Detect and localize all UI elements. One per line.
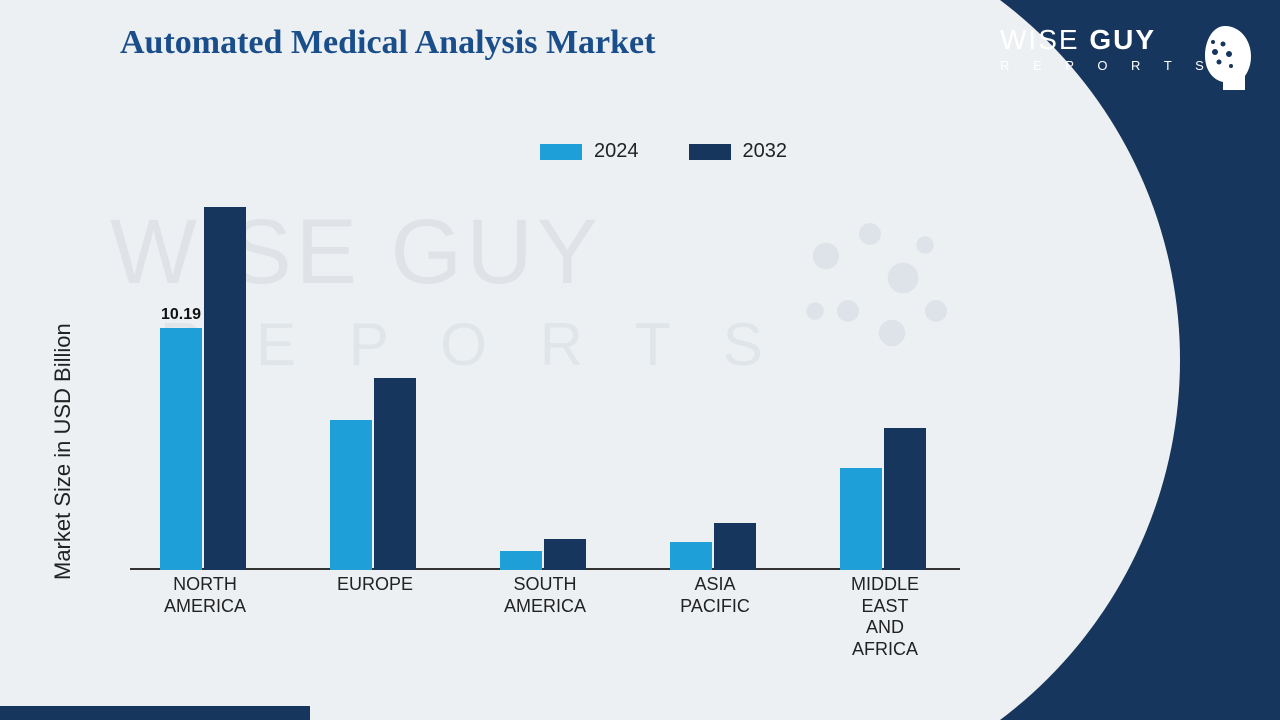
bar-2024 (330, 420, 372, 570)
bar-2024: 10.19 (160, 328, 202, 570)
chart-title: Automated Medical Analysis Market (120, 24, 655, 62)
bar-group (330, 378, 416, 570)
x-axis-label: SOUTHAMERICA (470, 574, 620, 617)
bar-2032 (544, 539, 586, 570)
legend-label-2024: 2024 (594, 140, 639, 163)
chart-container: Market Size in USD Billion 2024 2032 10.… (60, 140, 980, 690)
bar-2024 (840, 468, 882, 570)
bar-group: 10.19 (160, 207, 246, 570)
bar-group (670, 523, 756, 571)
bar-2032 (884, 428, 926, 571)
legend-item-2024: 2024 (540, 140, 639, 163)
x-axis-labels: NORTHAMERICA EUROPE SOUTHAMERICA ASIAPACIFI… (130, 574, 960, 684)
legend: 2024 2032 (540, 140, 787, 163)
bar-2024 (500, 551, 542, 570)
bar-2032 (714, 523, 756, 571)
bar-2032 (374, 378, 416, 570)
bar-2024 (670, 542, 712, 571)
x-axis-label: ASIAPACIFIC (640, 574, 790, 617)
legend-label-2032: 2032 (743, 140, 788, 163)
y-axis-label: Market Size in USD Billion (50, 323, 76, 580)
footer-bar (0, 706, 310, 720)
x-axis-label: MIDDLEEASTANDAFRICA (810, 574, 960, 660)
brand-logo: WISE GUY R E P O R T S (1000, 24, 1250, 94)
page-root: WISE GUY R E P O R T S Automated Medical… (0, 0, 1280, 720)
brand-head-icon (1195, 24, 1255, 94)
legend-swatch-2024 (540, 144, 582, 160)
legend-item-2032: 2032 (689, 140, 788, 163)
bar-group (840, 428, 926, 571)
x-axis-label: EUROPE (300, 574, 450, 596)
bar-group (500, 539, 586, 570)
x-axis-label: NORTHAMERICA (130, 574, 280, 617)
legend-swatch-2032 (689, 144, 731, 160)
bar-2032 (204, 207, 246, 570)
plot-area: 10.19 (130, 190, 960, 570)
bar-value-label: 10.19 (161, 306, 201, 324)
